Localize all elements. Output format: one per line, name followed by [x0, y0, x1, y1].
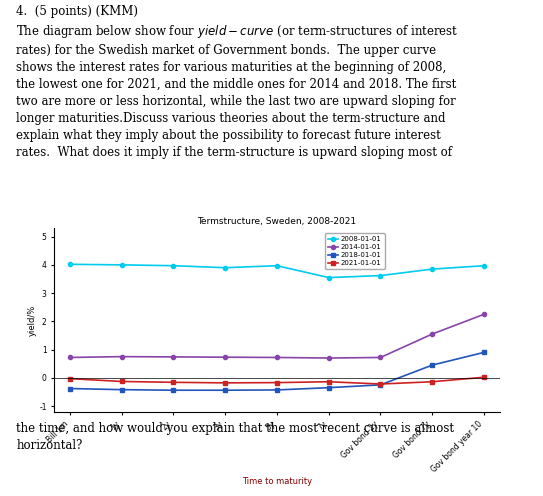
- 2018-01-01: [377, 382, 384, 388]
- 2021-01-01: [377, 381, 384, 387]
- Line: 2018-01-01: 2018-01-01: [68, 350, 486, 392]
- Legend: 2008-01-01, 2014-01-01, 2018-01-01, 2021-01-01: 2008-01-01, 2014-01-01, 2018-01-01, 2021…: [325, 234, 384, 269]
- 2008-01-01: [274, 263, 280, 269]
- 2018-01-01: [170, 387, 176, 393]
- Title: Termstructure, Sweden, 2008-2021: Termstructure, Sweden, 2008-2021: [197, 217, 357, 226]
- 2021-01-01: [429, 379, 435, 385]
- 2014-01-01: [274, 355, 280, 361]
- 2008-01-01: [170, 263, 176, 269]
- 2014-01-01: [377, 355, 384, 361]
- 2014-01-01: [67, 355, 73, 361]
- 2021-01-01: [118, 378, 125, 384]
- 2008-01-01: [377, 273, 384, 279]
- 2021-01-01: [274, 379, 280, 385]
- 2014-01-01: [429, 331, 435, 337]
- 2021-01-01: [481, 374, 487, 380]
- 2018-01-01: [67, 385, 73, 391]
- 2021-01-01: [67, 375, 73, 381]
- 2014-01-01: [222, 354, 229, 360]
- Text: 4.  (5 points) (KMM)
The diagram below show four $\mathit{yield-curve}$ (or term: 4. (5 points) (KMM) The diagram below sh…: [16, 5, 459, 159]
- Line: 2021-01-01: 2021-01-01: [68, 375, 486, 386]
- 2008-01-01: [429, 266, 435, 272]
- Y-axis label: yield/%: yield/%: [27, 304, 36, 336]
- 2014-01-01: [118, 354, 125, 360]
- 2008-01-01: [325, 275, 332, 281]
- X-axis label: Time to maturity: Time to maturity: [242, 477, 312, 486]
- 2018-01-01: [325, 385, 332, 391]
- Line: 2008-01-01: 2008-01-01: [68, 262, 486, 280]
- 2008-01-01: [67, 261, 73, 267]
- 2018-01-01: [429, 362, 435, 368]
- 2014-01-01: [481, 311, 487, 317]
- Line: 2014-01-01: 2014-01-01: [68, 312, 486, 360]
- 2018-01-01: [222, 387, 229, 393]
- 2008-01-01: [481, 263, 487, 269]
- 2018-01-01: [274, 387, 280, 393]
- 2018-01-01: [118, 387, 125, 393]
- 2008-01-01: [222, 265, 229, 271]
- 2008-01-01: [118, 262, 125, 268]
- Text: the time, and how would you explain that the most recent curve is almost
horizon: the time, and how would you explain that…: [16, 422, 454, 451]
- 2014-01-01: [325, 355, 332, 361]
- 2021-01-01: [222, 380, 229, 386]
- 2018-01-01: [481, 349, 487, 355]
- 2014-01-01: [170, 354, 176, 360]
- 2021-01-01: [325, 379, 332, 385]
- 2021-01-01: [170, 379, 176, 385]
